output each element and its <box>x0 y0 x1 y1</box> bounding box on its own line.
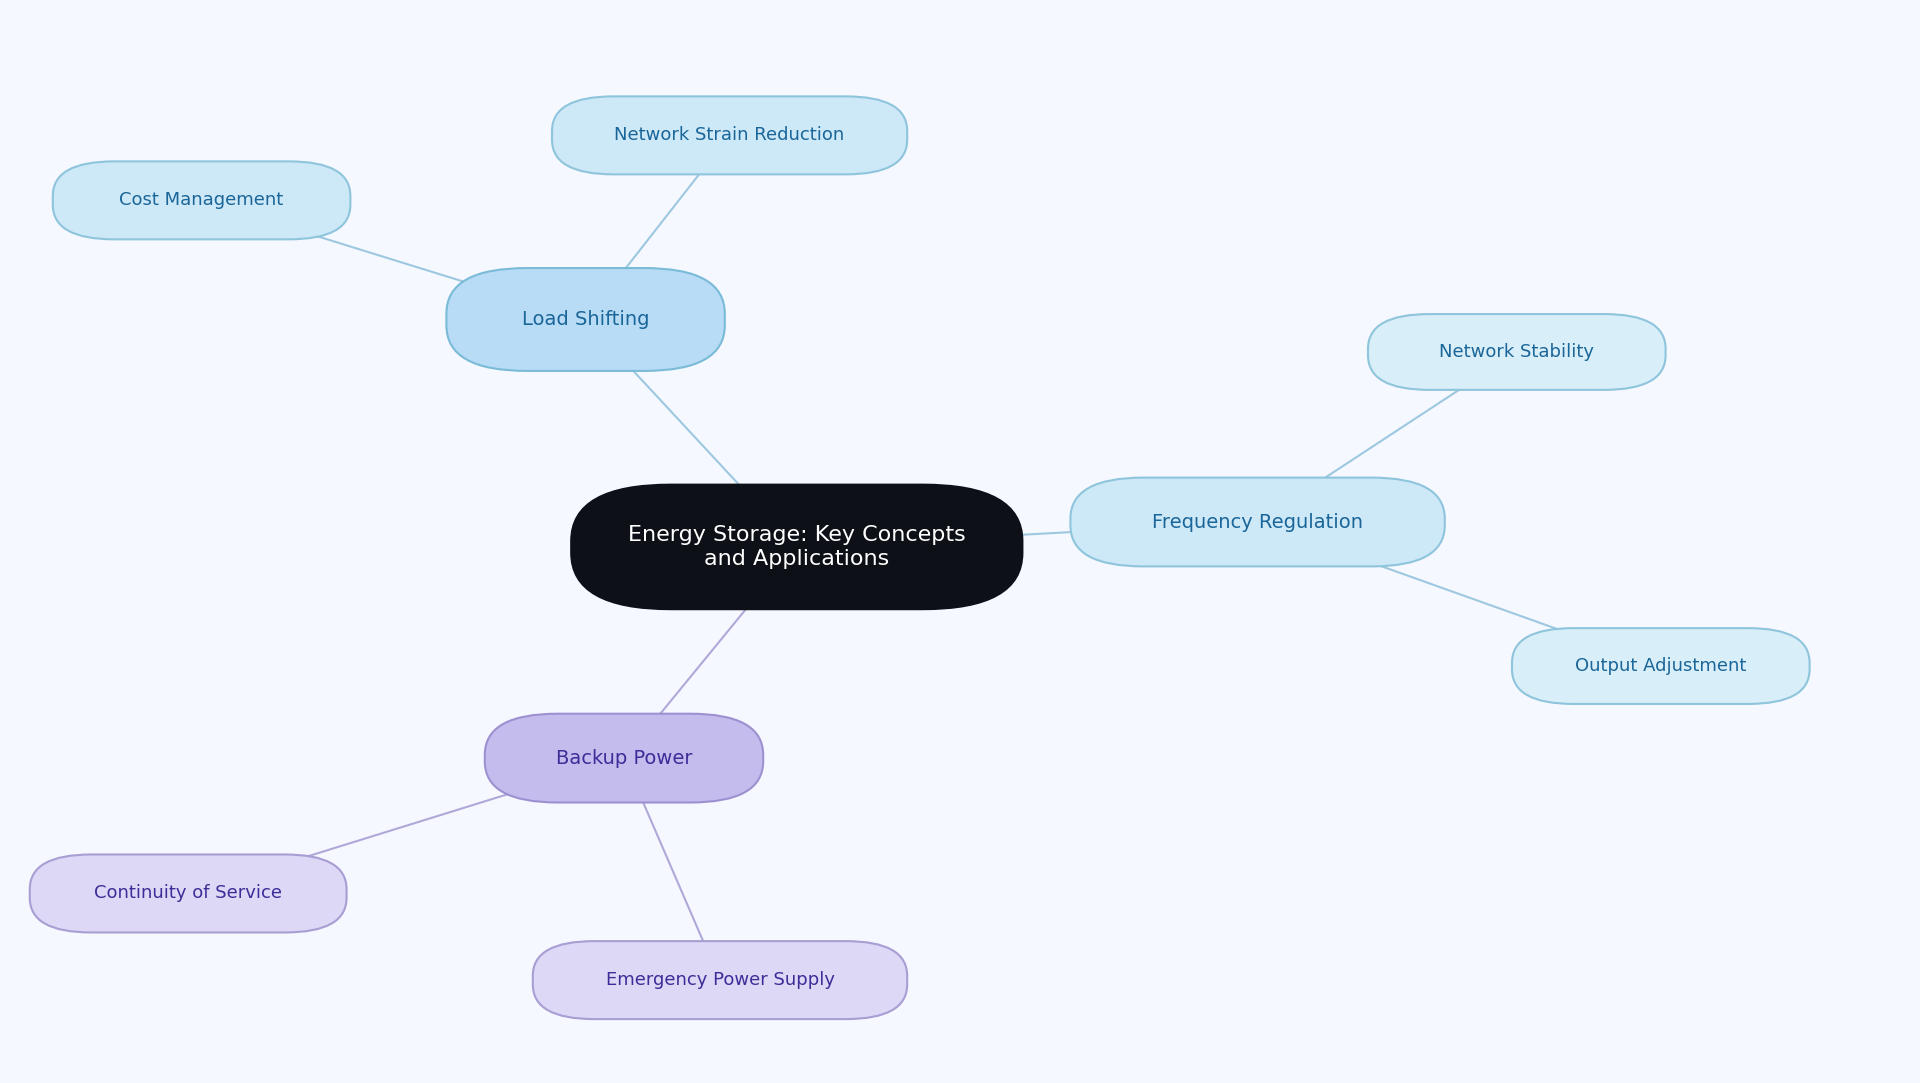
FancyBboxPatch shape <box>52 161 349 239</box>
FancyBboxPatch shape <box>484 714 762 803</box>
FancyBboxPatch shape <box>553 96 906 174</box>
Text: Output Adjustment: Output Adjustment <box>1574 657 1747 675</box>
Text: Backup Power: Backup Power <box>555 748 693 768</box>
FancyBboxPatch shape <box>1367 314 1667 390</box>
Text: Load Shifting: Load Shifting <box>522 310 649 329</box>
Text: Energy Storage: Key Concepts
and Applications: Energy Storage: Key Concepts and Applica… <box>628 525 966 569</box>
FancyBboxPatch shape <box>572 485 1021 609</box>
Text: Emergency Power Supply: Emergency Power Supply <box>605 971 835 989</box>
Text: Cost Management: Cost Management <box>119 192 284 209</box>
FancyBboxPatch shape <box>29 854 346 932</box>
FancyBboxPatch shape <box>1071 478 1444 566</box>
FancyBboxPatch shape <box>532 941 906 1019</box>
Text: Continuity of Service: Continuity of Service <box>94 885 282 902</box>
Text: Network Strain Reduction: Network Strain Reduction <box>614 127 845 144</box>
Text: Frequency Regulation: Frequency Regulation <box>1152 512 1363 532</box>
FancyBboxPatch shape <box>445 269 724 370</box>
FancyBboxPatch shape <box>1513 628 1809 704</box>
Text: Network Stability: Network Stability <box>1440 343 1594 361</box>
